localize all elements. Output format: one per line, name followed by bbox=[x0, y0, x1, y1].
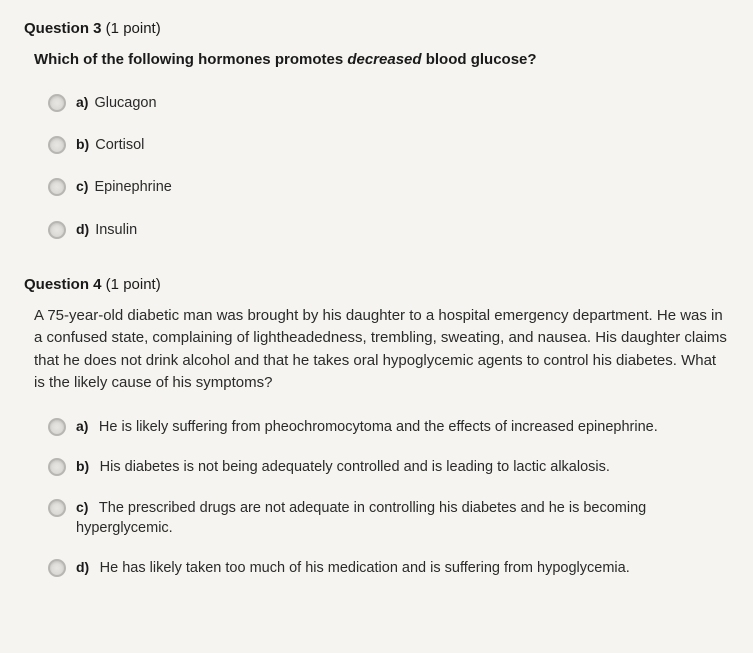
option-letter: d) bbox=[76, 221, 89, 237]
question-4-points: (1 point) bbox=[102, 276, 161, 293]
q3-option-b[interactable]: b) Cortisol bbox=[48, 135, 729, 155]
option-text: Cortisol bbox=[95, 135, 144, 155]
option-letter: b) bbox=[76, 458, 89, 474]
question-4-number: Question 4 bbox=[24, 276, 102, 293]
option-text: Insulin bbox=[95, 220, 137, 240]
option-text: Glucagon bbox=[94, 93, 156, 113]
radio-icon[interactable] bbox=[48, 559, 66, 577]
option-text: His diabetes is not being adequately con… bbox=[100, 459, 610, 475]
radio-icon[interactable] bbox=[48, 221, 66, 239]
radio-icon[interactable] bbox=[48, 458, 66, 476]
radio-icon[interactable] bbox=[48, 178, 66, 196]
q3-option-c[interactable]: c) Epinephrine bbox=[48, 177, 729, 197]
q3-option-a[interactable]: a) Glucagon bbox=[48, 93, 729, 113]
radio-icon[interactable] bbox=[48, 418, 66, 436]
option-text: He is likely suffering from pheochromocy… bbox=[99, 419, 658, 435]
radio-icon[interactable] bbox=[48, 499, 66, 517]
option-letter: a) bbox=[76, 418, 88, 434]
question-3-block: Question 3 (1 point) Which of the follow… bbox=[24, 20, 729, 240]
option-letter: b) bbox=[76, 136, 89, 152]
question-3-prompt: Which of the following hormones promotes… bbox=[34, 49, 729, 71]
question-3-number: Question 3 bbox=[24, 20, 102, 37]
q4-option-c[interactable]: c) The prescribed drugs are not adequate… bbox=[48, 498, 729, 539]
question-3-points: (1 point) bbox=[102, 20, 161, 37]
question-4-header: Question 4 (1 point) bbox=[24, 276, 729, 293]
q3-option-d[interactable]: d) Insulin bbox=[48, 220, 729, 240]
radio-icon[interactable] bbox=[48, 136, 66, 154]
option-text: The prescribed drugs are not adequate in… bbox=[76, 500, 646, 536]
option-text: Epinephrine bbox=[94, 177, 171, 197]
q4-option-a[interactable]: a) He is likely suffering from pheochrom… bbox=[48, 417, 729, 437]
option-text: He has likely taken too much of his medi… bbox=[100, 560, 630, 576]
radio-icon[interactable] bbox=[48, 94, 66, 112]
question-3-header: Question 3 (1 point) bbox=[24, 20, 729, 37]
option-letter: a) bbox=[76, 94, 88, 110]
question-4-body: A 75-year-old diabetic man was brought b… bbox=[34, 305, 729, 395]
question-4-block: Question 4 (1 point) A 75-year-old diabe… bbox=[24, 276, 729, 578]
option-letter: c) bbox=[76, 178, 88, 194]
option-letter: d) bbox=[76, 559, 89, 575]
option-letter: c) bbox=[76, 499, 88, 515]
q4-option-d[interactable]: d) He has likely taken too much of his m… bbox=[48, 558, 729, 578]
q4-option-b[interactable]: b) His diabetes is not being adequately … bbox=[48, 457, 729, 477]
